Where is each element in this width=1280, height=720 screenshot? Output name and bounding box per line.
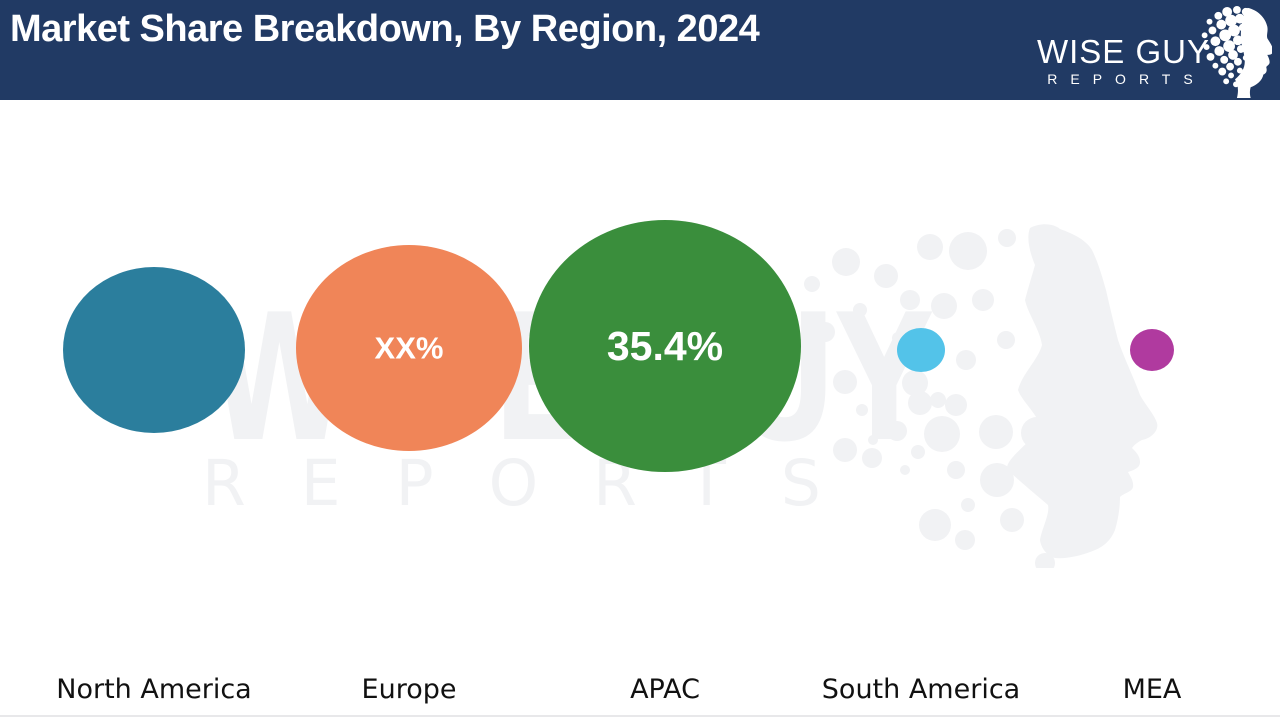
wiseguy-head-icon bbox=[1201, 5, 1272, 98]
header-bar: Market Share Breakdown, By Region, 2024 … bbox=[0, 0, 1280, 100]
bubble-europe bbox=[296, 245, 522, 451]
bubble-mea bbox=[1130, 329, 1174, 371]
category-label-apac: APAC bbox=[630, 674, 700, 705]
logo-wordmark: WISE GUY bbox=[1036, 32, 1210, 70]
bubble-apac bbox=[529, 220, 801, 472]
bubble-south-america bbox=[897, 328, 945, 372]
category-label-north-america: North America bbox=[56, 674, 251, 705]
page-title: Market Share Breakdown, By Region, 2024 bbox=[10, 8, 760, 50]
logo-subtext: REPORTS bbox=[1047, 70, 1206, 87]
wiseguy-logo: WISE GUY REPORTS bbox=[1037, 4, 1272, 98]
watermark-head-icon bbox=[804, 224, 1158, 568]
value-label-europe: XX% bbox=[375, 331, 444, 366]
logo-text: WISE GUY REPORTS bbox=[1037, 35, 1210, 86]
bubble-north-america bbox=[63, 267, 245, 433]
category-label-mea: MEA bbox=[1123, 674, 1182, 705]
category-label-south-america: South America bbox=[822, 674, 1020, 705]
value-label-apac: 35.4% bbox=[607, 323, 723, 369]
bottom-divider bbox=[0, 715, 1280, 717]
watermark-subtext: REPORTS bbox=[202, 447, 876, 520]
category-label-europe: Europe bbox=[362, 674, 457, 705]
